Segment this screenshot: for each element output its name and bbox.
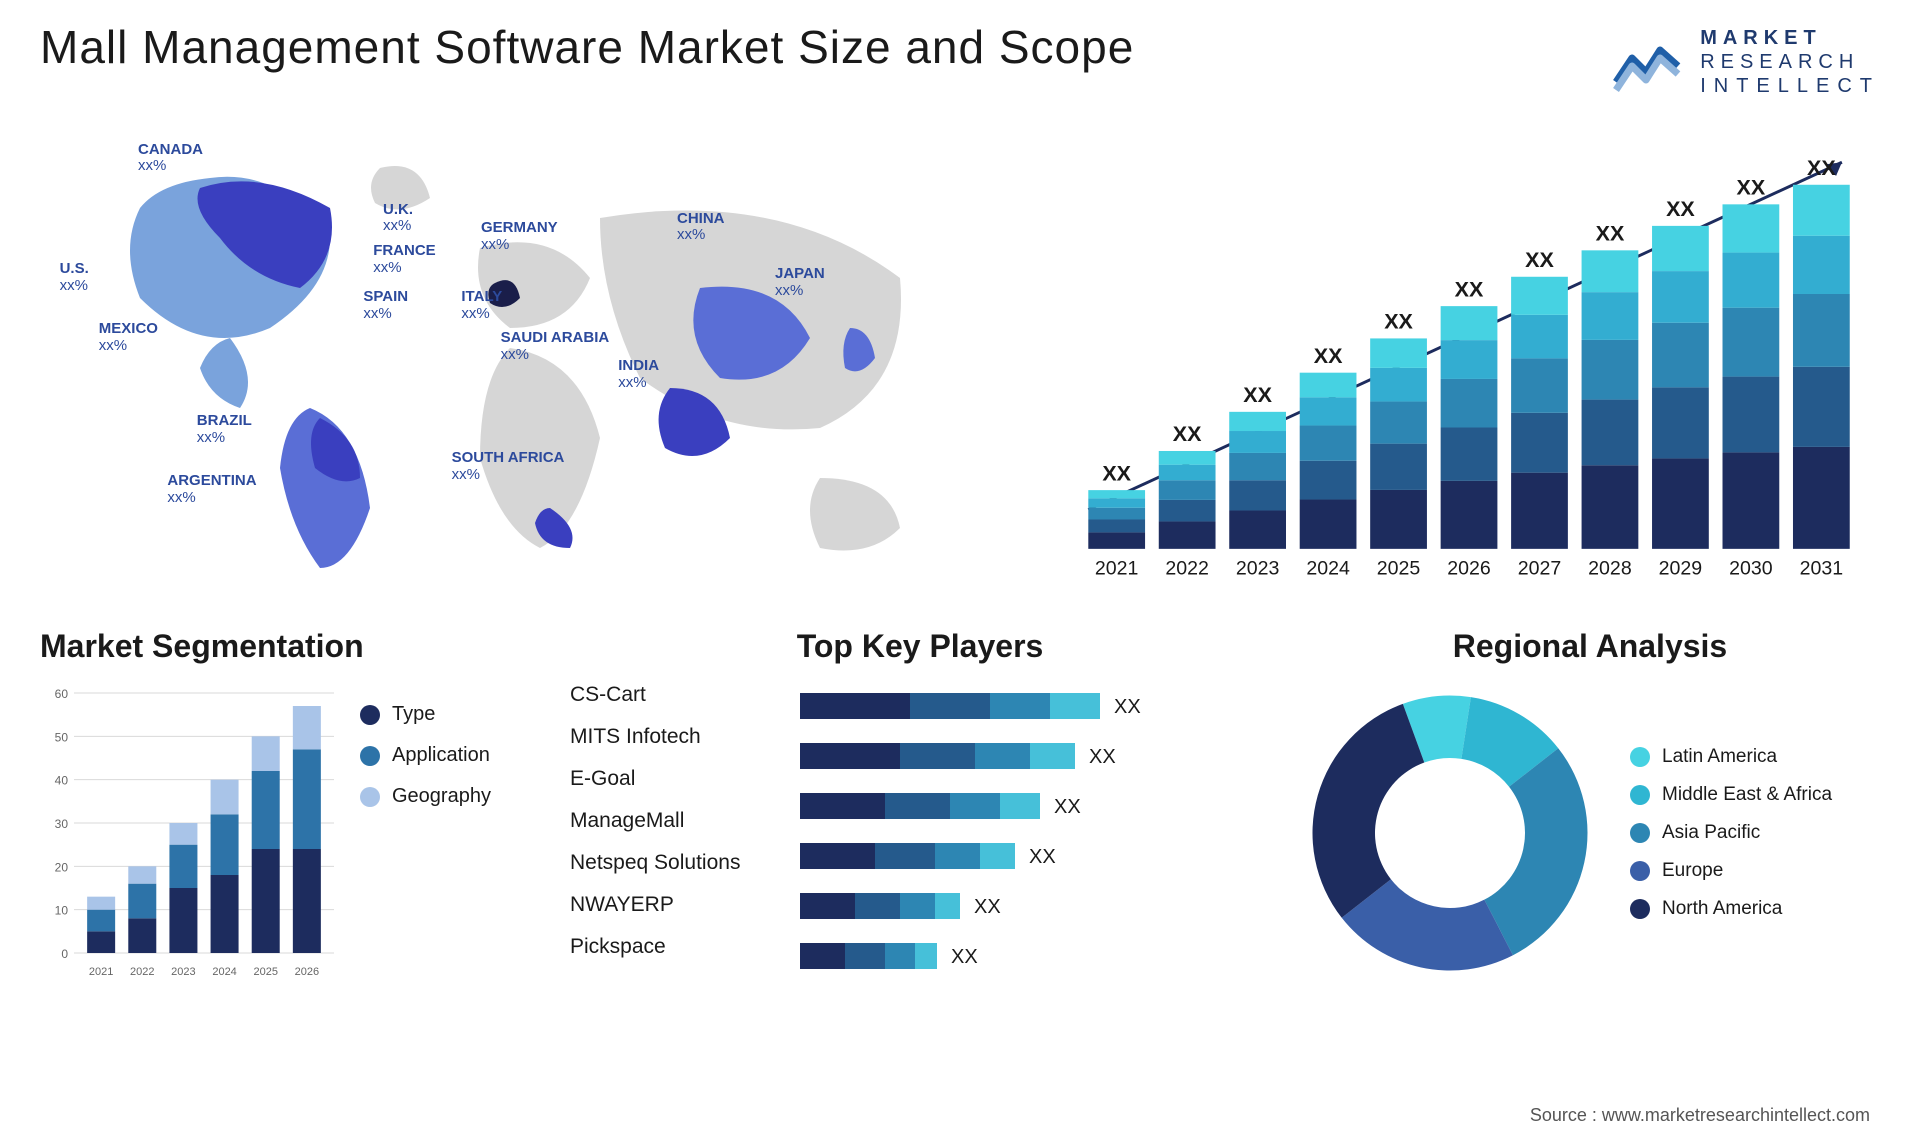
seg-legend-type: Type — [360, 703, 491, 726]
svg-text:XX: XX — [1525, 248, 1554, 272]
player-mits-infotech: MITS Infotech — [570, 725, 770, 749]
player-pickspace: Pickspace — [570, 935, 770, 959]
svg-text:XX: XX — [951, 946, 978, 968]
players-title: Top Key Players — [570, 628, 1270, 665]
segmentation-title: Market Segmentation — [40, 628, 540, 665]
player-cs-cart: CS-Cart — [570, 683, 770, 707]
svg-text:XX: XX — [1666, 197, 1695, 221]
svg-text:XX: XX — [974, 896, 1001, 918]
map-label-argentina: ARGENTINAxx% — [167, 473, 256, 506]
map-label-brazil: BRAZILxx% — [197, 413, 252, 446]
seg-legend-geography: Geography — [360, 785, 491, 808]
svg-text:2022: 2022 — [1165, 557, 1209, 579]
page-title: Mall Management Software Market Size and… — [40, 20, 1134, 74]
svg-text:2028: 2028 — [1588, 557, 1632, 579]
svg-text:XX: XX — [1384, 310, 1413, 334]
region-legend-asia-pacific: Asia Pacific — [1630, 822, 1832, 844]
svg-text:2024: 2024 — [1306, 557, 1350, 579]
region-legend-latin-america: Latin America — [1630, 746, 1832, 768]
map-label-india: INDIAxx% — [618, 358, 659, 391]
svg-text:2024: 2024 — [212, 966, 236, 978]
svg-text:2031: 2031 — [1800, 557, 1844, 579]
svg-text:XX: XX — [1089, 746, 1116, 768]
svg-text:2026: 2026 — [295, 966, 319, 978]
region-legend-middle-east-africa: Middle East & Africa — [1630, 784, 1832, 806]
brand-logo: MARKET RESEARCH INTELLECT — [1612, 26, 1880, 98]
svg-text:XX: XX — [1596, 222, 1625, 246]
logo-line2: RESEARCH — [1700, 50, 1880, 74]
region-legend-europe: Europe — [1630, 860, 1832, 882]
svg-text:XX: XX — [1029, 846, 1056, 868]
map-label-germany: GERMANYxx% — [481, 220, 558, 253]
regional-legend: Latin America Middle East & Africa Asia Pa… — [1630, 746, 1832, 920]
svg-text:2027: 2027 — [1518, 557, 1562, 579]
svg-text:2023: 2023 — [1236, 557, 1280, 579]
svg-text:2025: 2025 — [253, 966, 277, 978]
player-netspeq-solutions: Netspeq Solutions — [570, 851, 770, 875]
svg-text:XX: XX — [1173, 422, 1202, 446]
world-map: CANADAxx% U.S.xx% MEXICOxx% BRAZILxx% ARGENT… — [40, 128, 1020, 588]
svg-text:30: 30 — [55, 817, 69, 831]
svg-text:2022: 2022 — [130, 966, 154, 978]
svg-text:2023: 2023 — [171, 966, 195, 978]
svg-text:XX: XX — [1314, 344, 1343, 368]
svg-text:XX: XX — [1243, 383, 1272, 407]
map-label-saudi-arabia: SAUDI ARABIAxx% — [501, 330, 610, 363]
svg-text:2021: 2021 — [1095, 557, 1139, 579]
map-label-spain: SPAINxx% — [363, 289, 408, 322]
svg-text:XX: XX — [1807, 156, 1836, 180]
svg-text:2026: 2026 — [1447, 557, 1491, 579]
seg-legend-application: Application — [360, 744, 491, 767]
svg-text:20: 20 — [55, 860, 69, 874]
players-list: CS-Cart MITS Infotech E-Goal ManageMall Nets… — [570, 683, 770, 1013]
logo-line3: INTELLECT — [1700, 74, 1880, 98]
region-legend-north-america: North America — [1630, 898, 1832, 920]
map-label-u.s.: U.S.xx% — [60, 261, 89, 294]
map-label-mexico: MEXICOxx% — [99, 321, 158, 354]
map-label-south-africa: SOUTH AFRICAxx% — [452, 450, 565, 483]
players-panel: Top Key Players CS-Cart MITS Infotech E-Go… — [570, 628, 1270, 1013]
svg-text:10: 10 — [55, 904, 69, 918]
logo-mark-icon — [1612, 32, 1686, 92]
map-label-canada: CANADAxx% — [138, 142, 203, 175]
regional-title: Regional Analysis — [1300, 628, 1880, 665]
source-footer: Source : www.marketresearchintellect.com — [1530, 1105, 1870, 1126]
logo-line1: MARKET — [1700, 26, 1880, 50]
svg-text:XX: XX — [1737, 176, 1766, 200]
svg-text:XX: XX — [1114, 696, 1141, 718]
market-growth-chart: XX 2021 XX 2022 XX 2023 XX 2024 XX 2025 XX 2026 XX 20… — [1060, 128, 1880, 588]
regional-donut — [1300, 683, 1600, 983]
svg-text:60: 60 — [55, 687, 69, 701]
svg-text:50: 50 — [55, 730, 69, 744]
svg-text:2025: 2025 — [1377, 557, 1421, 579]
map-label-china: CHINAxx% — [677, 211, 725, 244]
player-managemall: ManageMall — [570, 809, 770, 833]
svg-text:XX: XX — [1102, 461, 1131, 485]
regional-panel: Regional Analysis Latin America Middle Ea… — [1300, 628, 1880, 1013]
segmentation-legend: Type Application Geography — [360, 703, 491, 983]
svg-text:XX: XX — [1455, 277, 1484, 301]
players-chart: XX XX XX XX XX XX — [790, 683, 1270, 1013]
svg-text:2021: 2021 — [89, 966, 113, 978]
map-label-japan: JAPANxx% — [775, 266, 825, 299]
svg-text:2030: 2030 — [1729, 557, 1773, 579]
segmentation-panel: Market Segmentation 0 10 20 30 40 50 60 2021 202… — [40, 628, 540, 1013]
map-label-italy: ITALYxx% — [461, 289, 502, 322]
player-e-goal: E-Goal — [570, 767, 770, 791]
segmentation-chart: 0 10 20 30 40 50 60 2021 2022 2023 2024 2025 2026 — [40, 683, 340, 983]
svg-text:0: 0 — [61, 947, 68, 961]
map-label-u.k.: U.K.xx% — [383, 202, 413, 235]
svg-text:XX: XX — [1054, 796, 1081, 818]
svg-text:40: 40 — [55, 774, 69, 788]
svg-text:2029: 2029 — [1659, 557, 1703, 579]
map-label-france: FRANCExx% — [373, 243, 436, 276]
player-nwayerp: NWAYERP — [570, 893, 770, 917]
